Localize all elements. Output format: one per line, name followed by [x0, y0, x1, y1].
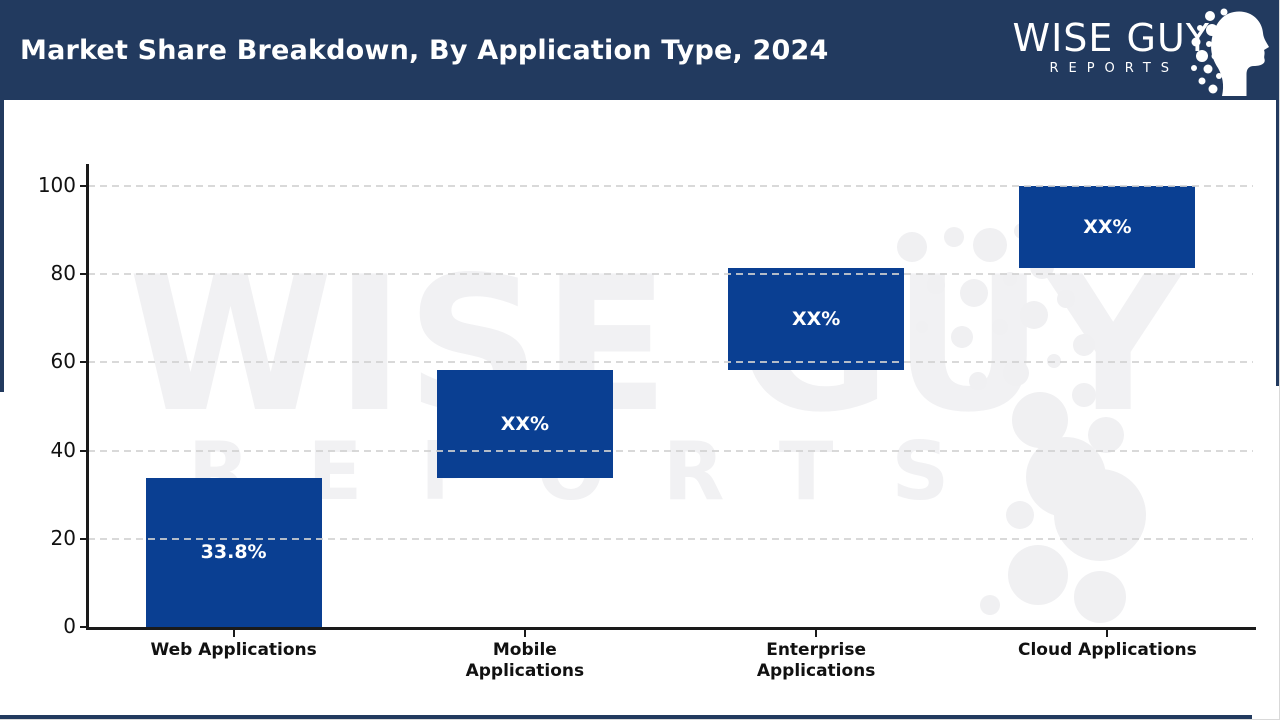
gridline-40	[88, 449, 1253, 452]
y-tick-40	[80, 449, 88, 452]
logo-wordmark: WISE GUY	[1012, 16, 1210, 60]
bar-cloud-applications	[1019, 186, 1196, 269]
y-tick-100	[80, 185, 88, 187]
x-tick-mobile-applications	[523, 629, 526, 637]
y-tick-60	[80, 361, 88, 364]
page-title: Market Share Breakdown, By Application T…	[20, 34, 829, 66]
x-axis	[86, 627, 1256, 630]
y-tick-label-40: 40	[50, 437, 76, 462]
header: Market Share Breakdown, By Application T…	[0, 0, 1279, 100]
bar-web-applications	[145, 477, 322, 627]
gridline-80	[88, 273, 1253, 276]
x-tick-label-web-applications: Web Applications	[150, 640, 317, 660]
head-profile-icon	[1191, 8, 1269, 96]
y-axis	[86, 163, 89, 630]
y-tick-label-20: 20	[50, 525, 76, 550]
bar-mobile-applications	[436, 369, 613, 478]
wiseguy-logo-text: WISE GUY REPORTS	[1013, 18, 1210, 76]
x-tick-label-enterprise-applications: Enterprise Applications	[756, 640, 876, 681]
logo-subtitle: REPORTS	[1049, 61, 1180, 76]
x-tick-label-cloud-applications: Cloud Applications	[1018, 640, 1197, 660]
bar-enterprise-applications	[728, 268, 905, 370]
x-tick-enterprise-applications	[815, 629, 818, 637]
y-tick-label-80: 80	[50, 261, 76, 286]
bar-value-label-enterprise-applications: XX%	[791, 307, 841, 330]
y-tick-0	[80, 626, 88, 628]
y-tick-80	[80, 273, 88, 276]
bar-value-label-cloud-applications: XX%	[1083, 216, 1132, 238]
gridline-60	[88, 361, 1253, 364]
gridline-100	[88, 185, 1253, 187]
frame-edge-right	[1276, 0, 1279, 386]
x-tick-cloud-applications	[1106, 629, 1109, 637]
y-tick-label-0: 0	[63, 614, 76, 639]
y-tick-20	[80, 537, 88, 540]
bar-value-label-web-applications: 33.8%	[200, 541, 267, 564]
gridline-20	[88, 537, 1253, 540]
bar-value-label-mobile-applications: XX%	[500, 412, 550, 435]
y-tick-label-100: 100	[37, 173, 76, 198]
wiseguy-logo: WISE GUY REPORTS	[1010, 0, 1272, 100]
chart-area: 0 20 40 60 80 100 33.8% Web Applications XX% Mobi…	[0, 100, 1279, 719]
x-tick-web-applications	[232, 629, 235, 637]
watermark-head-dots	[897, 223, 1146, 623]
frame-edge-bottom	[0, 715, 1252, 719]
x-tick-label-mobile-applications: Mobile Applications	[465, 640, 585, 681]
frame-edge-left	[0, 0, 4, 392]
y-tick-label-60: 60	[50, 349, 76, 374]
